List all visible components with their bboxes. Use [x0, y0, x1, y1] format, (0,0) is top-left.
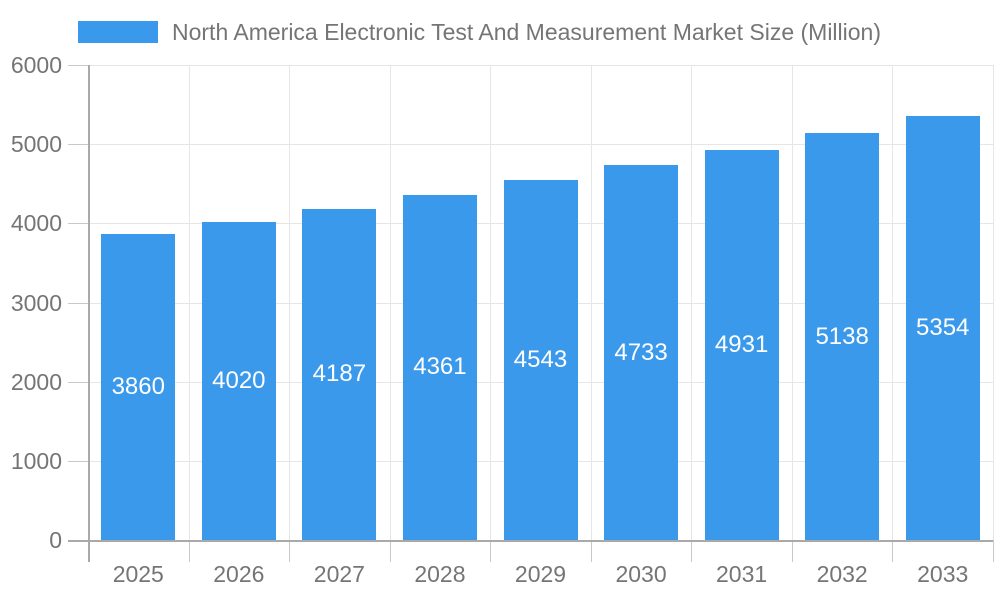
bar[interactable] — [805, 133, 880, 540]
x-tick-label: 2033 — [917, 561, 969, 587]
bar[interactable] — [101, 234, 176, 540]
bar-value-label: 5354 — [916, 314, 970, 342]
x-tick-mark — [691, 540, 693, 562]
y-axis-line — [88, 65, 90, 562]
y-tick-label: 4000 — [10, 210, 62, 237]
x-tick-label: 2026 — [213, 561, 265, 587]
x-tick-label: 2029 — [514, 561, 567, 587]
x-tick-mark — [389, 540, 391, 562]
x-tick-mark — [188, 540, 190, 562]
y-tick-label: 0 — [49, 527, 62, 553]
h-gridline — [88, 144, 993, 146]
y-tick-label: 1000 — [10, 447, 62, 474]
v-gridline — [490, 65, 492, 540]
h-gridline — [88, 65, 993, 66]
x-tick-label: 2028 — [414, 561, 466, 587]
x-tick-mark — [993, 540, 994, 562]
y-tick-label: 2000 — [10, 368, 62, 395]
x-tick-label: 2031 — [716, 561, 768, 587]
x-tick-mark — [892, 540, 894, 562]
bar[interactable] — [503, 180, 578, 540]
bar[interactable] — [604, 165, 679, 540]
x-axis-line — [68, 540, 993, 542]
y-tick-label: 6000 — [10, 52, 62, 78]
y-tick-mark — [68, 223, 88, 225]
legend-label: North America Electronic Test And Measur… — [172, 18, 882, 45]
bar-value-label: 4361 — [413, 353, 467, 381]
bar-value-label: 4020 — [212, 366, 266, 394]
v-gridline — [590, 65, 592, 540]
bar-value-label: 5138 — [815, 322, 869, 350]
bar[interactable] — [302, 208, 377, 540]
x-tick-label: 2025 — [112, 561, 164, 587]
v-gridline — [289, 65, 291, 540]
y-tick-mark — [68, 144, 88, 146]
x-tick-mark — [590, 540, 592, 562]
x-tick-label: 2027 — [313, 561, 365, 587]
v-gridline — [791, 65, 793, 540]
bar[interactable] — [704, 149, 779, 540]
bar[interactable] — [905, 116, 980, 540]
v-gridline — [892, 65, 894, 540]
x-tick-label: 2030 — [615, 561, 667, 587]
y-tick-label: 5000 — [10, 131, 62, 158]
bar[interactable] — [201, 221, 276, 540]
v-gridline — [188, 65, 190, 540]
v-gridline — [993, 65, 994, 540]
y-tick-mark — [68, 302, 88, 304]
bar[interactable] — [402, 194, 477, 540]
v-gridline — [691, 65, 693, 540]
legend[interactable]: North America Electronic Test And Measur… — [78, 16, 881, 48]
y-tick-label: 3000 — [10, 289, 62, 316]
bar-value-label: 4187 — [312, 360, 367, 388]
bar-value-label: 3860 — [111, 373, 165, 401]
legend-swatch-icon — [78, 21, 158, 43]
x-tick-mark — [490, 540, 492, 562]
x-tick-label: 2032 — [816, 561, 868, 587]
bar-value-label: 4931 — [714, 330, 769, 358]
y-tick-mark — [68, 381, 88, 383]
v-gridline — [389, 65, 391, 540]
y-tick-mark — [68, 65, 88, 66]
bar-value-label: 4733 — [614, 338, 668, 366]
bar-value-label: 4543 — [513, 346, 568, 374]
y-tick-mark — [68, 460, 88, 462]
x-tick-mark — [289, 540, 291, 562]
x-tick-mark — [791, 540, 793, 562]
